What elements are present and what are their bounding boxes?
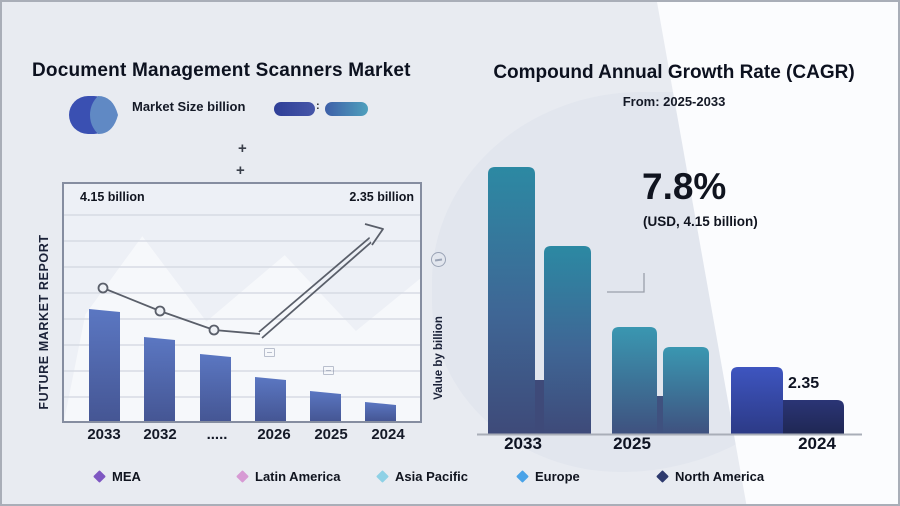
bar-value-label: 2.35 [788,375,820,392]
x-tick: ..... [206,426,228,443]
x-tick: 2026 [257,426,291,443]
ratio-pill-dark [274,102,315,116]
start-value-label: 4.15 billion [80,190,145,204]
market-size-chart [62,182,422,423]
cagr-basis: (USD, 4.15 billion) [643,214,758,229]
cagr-subtitle: From: 2025-2033 [622,94,726,109]
cagr-bars-2024 [731,367,844,434]
x-tick: 2032 [143,426,177,443]
plus-icon: + [236,162,245,179]
cagr-value: 7.8% [642,166,727,207]
ratio-pill-teal [325,102,368,116]
value-axis-label: Value by billion [433,316,445,400]
cagr-x-tick: 2024 [798,434,836,453]
cagr-x-tick: 2025 [613,434,651,453]
brand-watermark: FUTURE MARKET REPORT [37,234,51,410]
trend-line [102,223,384,339]
page-title: Document Management Scanners Market [32,60,411,81]
diamond-icon [93,470,106,483]
plus-icon: + [238,140,247,157]
minus-circle-icon [431,252,446,267]
cagr-chart-svg [477,167,862,436]
ratio-separator: : [316,100,320,112]
cagr-x-tick: 2033 [504,434,542,453]
cylinder-icon [68,94,126,136]
x-tick: 2024 [371,426,405,443]
market-size-bars [89,309,396,421]
end-value-label: 2.35 billion [349,190,414,204]
trend-markers [97,282,220,336]
scanner-watermark-icon [264,348,275,357]
diamond-icon [656,470,669,483]
market-size-chart-svg [64,214,420,421]
cagr-bars-2025 [612,327,709,434]
step-callout-line [607,273,645,293]
diamond-icon [376,470,389,483]
cagr-title: Compound Annual Growth Rate (CAGR) [493,62,855,83]
size-legend-label: Market Size billion [132,99,246,114]
diamond-icon [236,470,249,483]
cagr-bars-2033 [488,167,591,434]
x-tick: 2033 [87,426,121,443]
scanner-watermark-icon [323,366,334,375]
x-tick: 2025 [314,426,348,443]
diamond-icon [516,470,529,483]
